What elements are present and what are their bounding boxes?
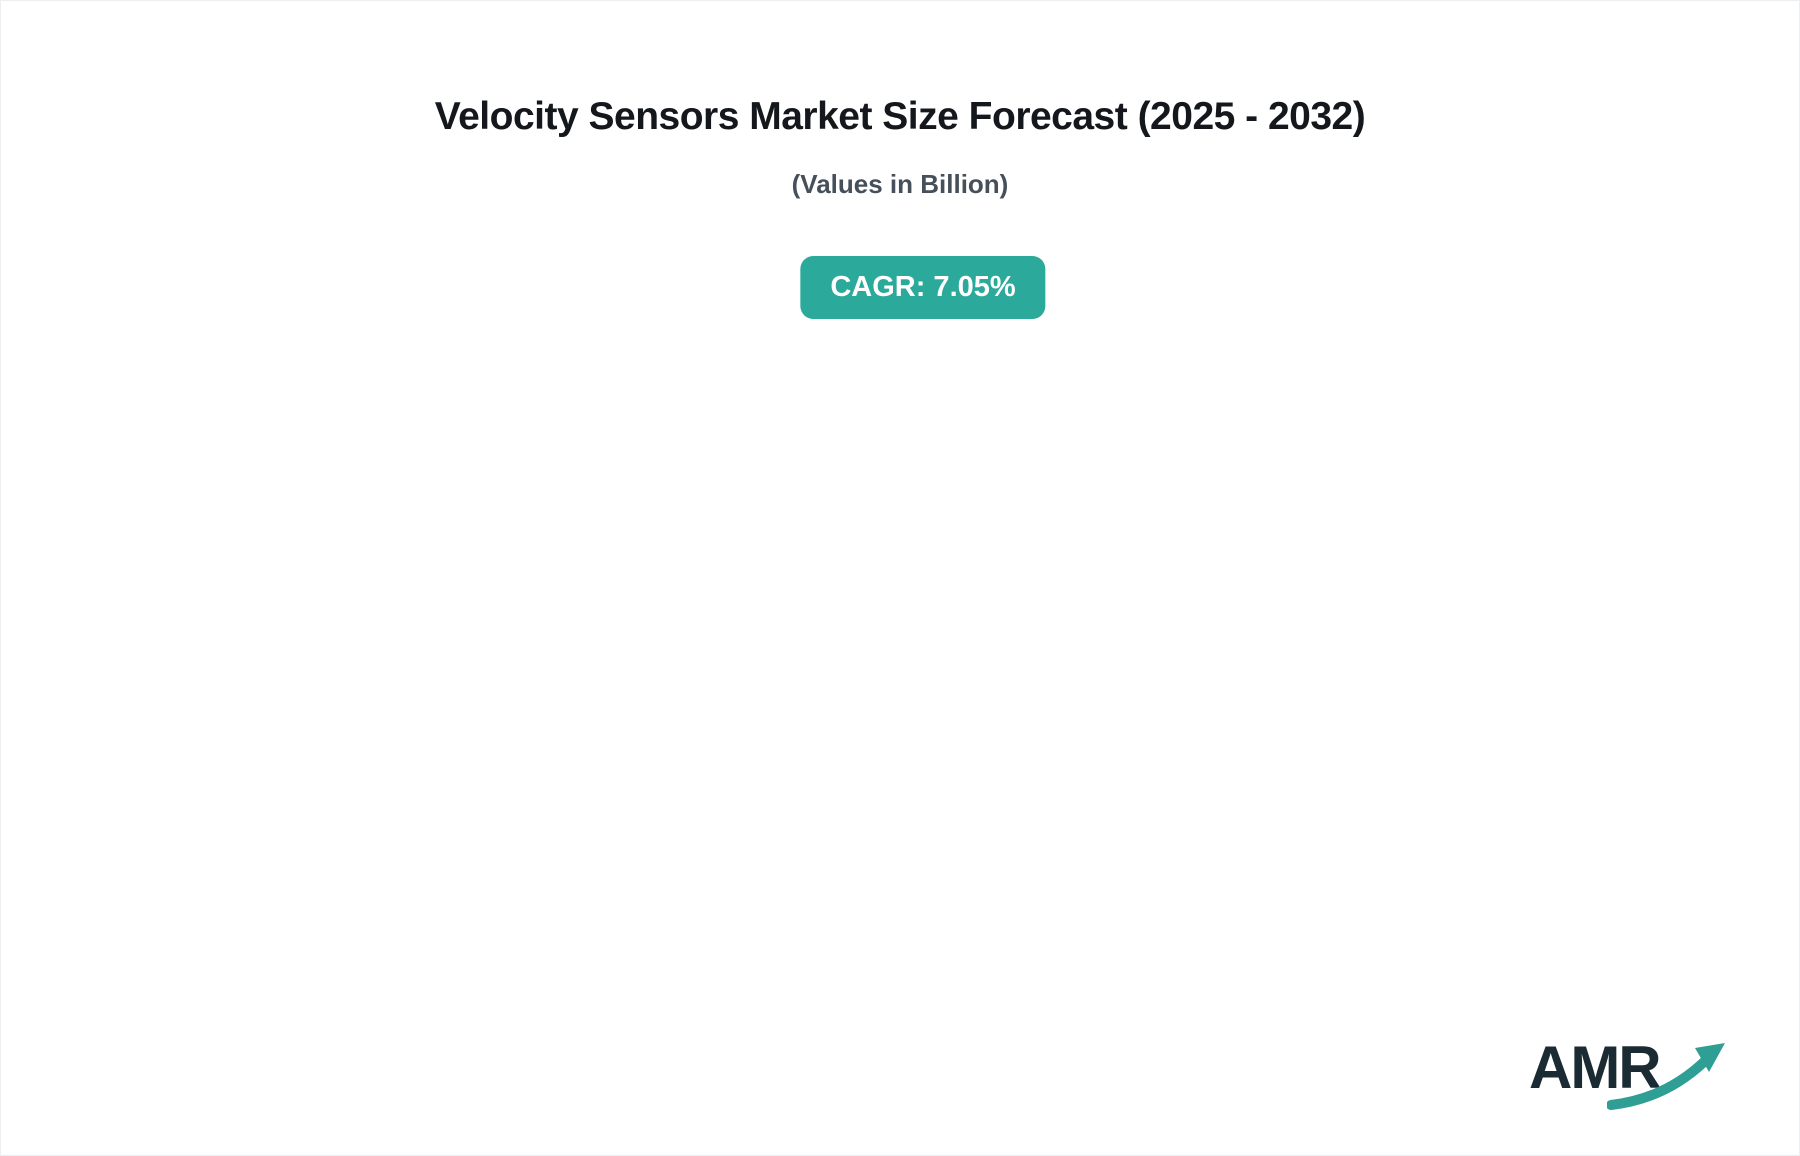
chart-subtitle: (Values in Billion) xyxy=(791,169,1009,199)
growth-arrow-icon xyxy=(1607,1043,1725,1110)
amr-logo: AMR xyxy=(1529,1033,1739,1123)
amr-logo-text: AMR xyxy=(1529,1034,1662,1101)
chart-title: Velocity Sensors Market Size Forecast (2… xyxy=(434,95,1366,138)
cagr-badge: CAGR: 7.05% xyxy=(800,256,1046,319)
